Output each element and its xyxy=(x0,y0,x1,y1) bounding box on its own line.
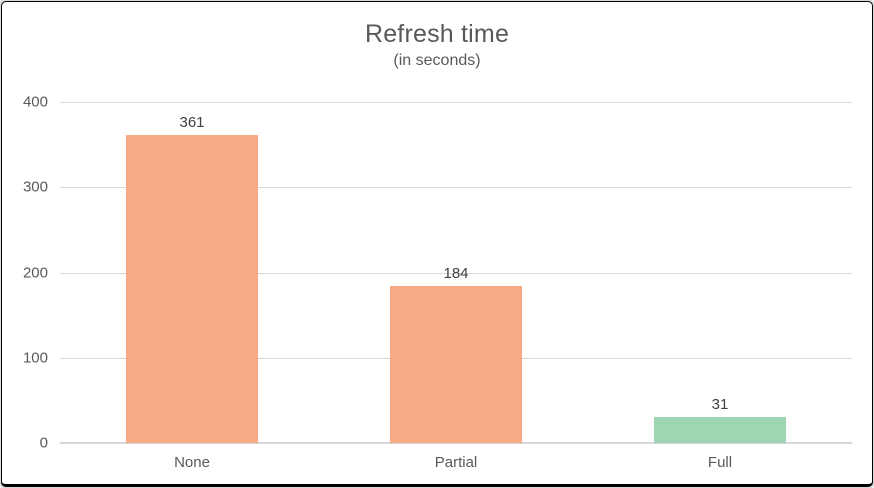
y-tick-label-200: 200 xyxy=(22,264,48,281)
chart-title: Refresh time xyxy=(364,20,510,48)
bar-value-label-partial: 184 xyxy=(443,265,469,282)
chart-subtitle: (in seconds) xyxy=(393,52,481,69)
bar-none xyxy=(126,135,258,443)
x-tick-label-partial: Partial xyxy=(434,454,478,471)
gridline-300 xyxy=(60,187,852,189)
x-axis-line xyxy=(60,442,852,444)
bar-value-label-none: 361 xyxy=(179,114,205,131)
y-tick-label-0: 0 xyxy=(39,434,48,452)
bar-value-label-full: 31 xyxy=(711,396,729,413)
gridline-400 xyxy=(60,102,852,103)
x-tick-label-none: None xyxy=(174,454,210,471)
bar-partial xyxy=(390,286,522,443)
y-tick-label-400: 400 xyxy=(22,93,48,111)
y-tick-label-100: 100 xyxy=(22,349,48,367)
gridline-200 xyxy=(60,272,852,274)
bar-full xyxy=(654,417,786,443)
x-tick-label-full: Full xyxy=(707,454,733,471)
y-tick-label-300: 300 xyxy=(22,178,48,196)
